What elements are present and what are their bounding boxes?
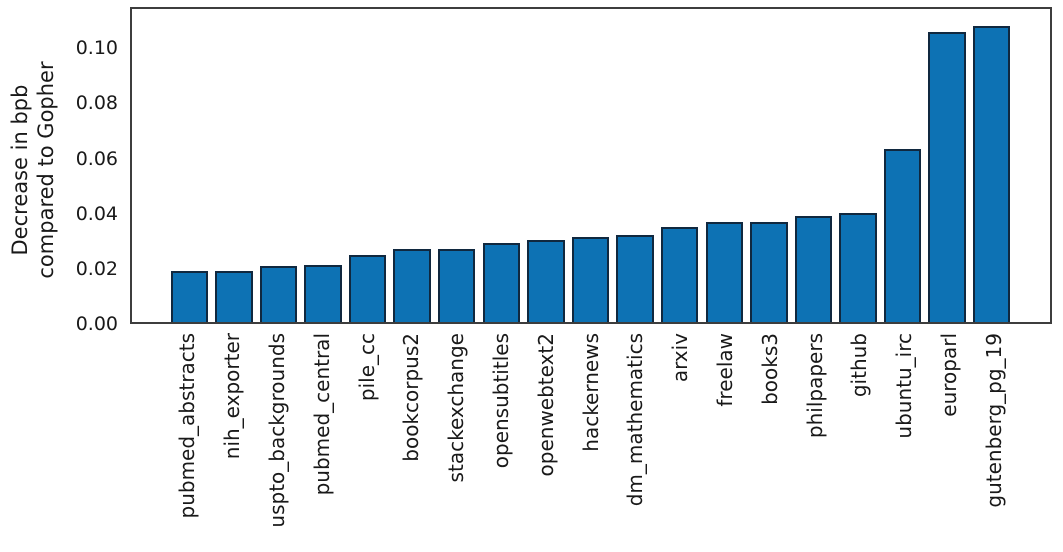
x-tick-label-openwebtext2: openwebtext2 (533, 333, 558, 477)
bar-slot-gutenberg_pg_19 (969, 9, 1014, 322)
x-tick-label-pubmed_central: pubmed_central (309, 333, 334, 496)
y-tick-label-0.08: 0.08 (75, 92, 118, 115)
x-tick-slot-philpapers: philpapers (792, 333, 837, 548)
bar-slot-pile_cc (345, 9, 390, 322)
x-tick-slot-ubuntu_irc: ubuntu_irc (882, 333, 927, 548)
bar-pubmed_abstracts (170, 271, 208, 322)
bar-philpapers (794, 216, 833, 322)
plot-area (130, 7, 1052, 324)
x-tick-label-uspto_backgrounds: uspto_backgrounds (264, 333, 289, 528)
x-tick-slot-openwebtext2: openwebtext2 (523, 333, 568, 548)
x-tick-slot-opensubtitles: opensubtitles (479, 333, 524, 548)
bar-slot-arxiv (657, 9, 702, 322)
x-tick-slot-gutenberg_pg_19: gutenberg_pg_19 (971, 333, 1016, 548)
bar-slot-github (836, 9, 881, 322)
x-tick-label-gutenberg_pg_19: gutenberg_pg_19 (981, 333, 1006, 508)
x-tick-slot-dm_mathematics: dm_mathematics (613, 333, 658, 548)
bar-slot-europarl (925, 9, 970, 322)
bar-slot-dm_mathematics (613, 9, 658, 322)
x-tick-slot-arxiv: arxiv (658, 333, 703, 548)
bar-ubuntu_irc (883, 148, 922, 322)
x-tick-label-philpapers: philpapers (802, 333, 827, 439)
bar-slot-openwebtext2 (524, 9, 569, 322)
y-axis-tick-labels: 0.00 0.02 0.04 0.06 0.08 0.10 (0, 7, 120, 335)
x-tick-slot-uspto_backgrounds: uspto_backgrounds (255, 333, 300, 548)
x-tick-slot-books3: books3 (747, 333, 792, 548)
y-tick-label-0.00: 0.00 (75, 313, 118, 335)
bar-slot-books3 (747, 9, 792, 322)
x-tick-label-github: github (847, 333, 872, 398)
bar-uspto_backgrounds (259, 266, 298, 322)
bar-slot-hackernews (568, 9, 613, 322)
x-tick-label-ubuntu_irc: ubuntu_irc (892, 333, 917, 439)
x-tick-slot-pile_cc: pile_cc (344, 333, 389, 548)
x-tick-label-arxiv: arxiv (668, 333, 693, 383)
bar-slot-philpapers (791, 9, 836, 322)
bar-github (839, 213, 877, 322)
bar-dm_mathematics (616, 234, 654, 322)
x-tick-label-bookcorpus2: bookcorpus2 (399, 333, 424, 462)
x-tick-label-opensubtitles: opensubtitles (488, 333, 513, 469)
bar-europarl (928, 31, 966, 322)
x-tick-label-pubmed_abstracts: pubmed_abstracts (175, 333, 200, 519)
x-tick-slot-hackernews: hackernews (568, 333, 613, 548)
x-tick-slot-pubmed_abstracts: pubmed_abstracts (165, 333, 210, 548)
x-tick-slot-pubmed_central: pubmed_central (299, 333, 344, 548)
bar-gutenberg_pg_19 (972, 25, 1011, 322)
x-axis-tick-labels: pubmed_abstracts nih_exporter uspto_backgr… (130, 333, 1052, 548)
x-tick-slot-stackexchange: stackexchange (434, 333, 479, 548)
bar-books3 (750, 221, 788, 322)
bars-container (167, 9, 1014, 322)
y-tick-label-0.04: 0.04 (75, 202, 118, 225)
bar-freelaw (705, 222, 743, 322)
x-tick-label-books3: books3 (757, 333, 782, 405)
bar-slot-pubmed_abstracts (167, 9, 212, 322)
x-tick-slot-freelaw: freelaw (703, 333, 748, 548)
x-tick-label-stackexchange: stackexchange (444, 333, 469, 483)
bar-hackernews (571, 237, 610, 322)
bar-nih_exporter (215, 270, 253, 322)
x-tick-slot-github: github (837, 333, 882, 548)
bar-opensubtitles (482, 243, 521, 322)
bar-bookcorpus2 (393, 249, 431, 322)
x-tick-label-pile_cc: pile_cc (354, 333, 379, 402)
bar-pubmed_central (304, 265, 342, 322)
x-tick-slot-nih_exporter: nih_exporter (210, 333, 255, 548)
bar-slot-ubuntu_irc (880, 9, 925, 322)
x-tick-label-freelaw: freelaw (712, 333, 737, 407)
x-tick-label-nih_exporter: nih_exporter (220, 333, 245, 460)
bar-slot-bookcorpus2 (390, 9, 435, 322)
y-tick-label-0.10: 0.10 (75, 37, 118, 60)
x-tick-label-hackernews: hackernews (578, 333, 603, 452)
bar-arxiv (660, 226, 699, 322)
bar-openwebtext2 (527, 240, 565, 322)
y-tick-label-0.02: 0.02 (75, 257, 118, 280)
bar-pile_cc (348, 255, 387, 322)
bar-stackexchange (438, 248, 476, 322)
x-tick-label-dm_mathematics: dm_mathematics (623, 333, 648, 507)
y-tick-label-0.06: 0.06 (75, 147, 118, 170)
bar-slot-nih_exporter (212, 9, 257, 322)
bar-slot-stackexchange (434, 9, 479, 322)
bar-slot-pubmed_central (301, 9, 346, 322)
bar-slot-uspto_backgrounds (256, 9, 301, 322)
bar-slot-opensubtitles (479, 9, 524, 322)
x-tick-slot-europarl: europarl (927, 333, 972, 548)
x-tick-slot-bookcorpus2: bookcorpus2 (389, 333, 434, 548)
x-tick-label-europarl: europarl (936, 333, 961, 417)
bar-slot-freelaw (702, 9, 747, 322)
